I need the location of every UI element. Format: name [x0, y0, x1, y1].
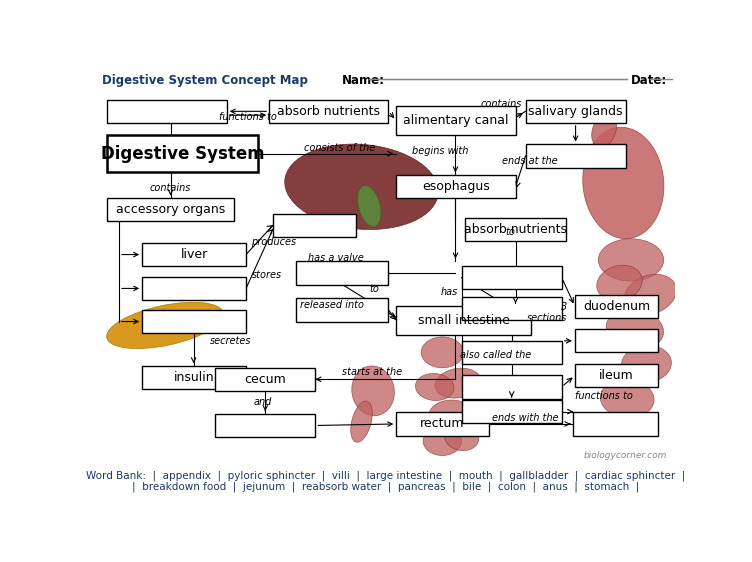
FancyBboxPatch shape	[462, 341, 562, 364]
Text: small intestine: small intestine	[417, 314, 510, 327]
FancyBboxPatch shape	[396, 106, 516, 135]
FancyBboxPatch shape	[575, 364, 658, 387]
Text: stores: stores	[251, 270, 281, 280]
FancyBboxPatch shape	[575, 294, 658, 318]
Text: alimentary canal: alimentary canal	[403, 114, 508, 127]
Text: has a valve: has a valve	[308, 253, 363, 264]
Text: cecum: cecum	[244, 373, 287, 386]
Ellipse shape	[350, 401, 372, 442]
FancyBboxPatch shape	[142, 366, 246, 389]
FancyBboxPatch shape	[396, 413, 489, 436]
FancyBboxPatch shape	[462, 375, 562, 398]
Text: and: and	[253, 397, 272, 407]
FancyBboxPatch shape	[108, 100, 227, 123]
Ellipse shape	[624, 274, 677, 315]
Text: accessory organs: accessory organs	[117, 203, 226, 216]
Text: ends with the: ends with the	[493, 413, 559, 423]
Ellipse shape	[600, 379, 654, 418]
FancyBboxPatch shape	[465, 217, 566, 241]
Ellipse shape	[621, 346, 672, 382]
Text: Name:: Name:	[342, 74, 385, 87]
Ellipse shape	[285, 144, 438, 229]
Text: rectum: rectum	[420, 418, 465, 430]
Text: 3
sections: 3 sections	[526, 301, 567, 323]
Text: insulin: insulin	[174, 371, 214, 384]
Text: Word Bank:  |  appendix  |  pyloric sphincter  |  villi  |  large intestine  |  : Word Bank: | appendix | pyloric sphincte…	[86, 471, 685, 482]
Text: absorb nutrients: absorb nutrients	[464, 223, 567, 235]
FancyBboxPatch shape	[462, 297, 562, 320]
Ellipse shape	[606, 309, 663, 350]
FancyBboxPatch shape	[142, 277, 246, 300]
Text: has: has	[441, 287, 458, 297]
Text: contains: contains	[481, 98, 523, 108]
FancyBboxPatch shape	[215, 414, 315, 437]
Ellipse shape	[435, 368, 481, 398]
Ellipse shape	[592, 114, 617, 147]
FancyBboxPatch shape	[296, 298, 389, 321]
FancyBboxPatch shape	[462, 400, 562, 423]
Text: salivary glands: salivary glands	[529, 105, 623, 118]
FancyBboxPatch shape	[108, 135, 258, 172]
Text: consists of the: consists of the	[304, 143, 375, 153]
Text: begins with: begins with	[411, 146, 468, 156]
Text: biologycorner.com: biologycorner.com	[584, 451, 667, 460]
Text: duodenum: duodenum	[583, 300, 650, 312]
Text: starts at the: starts at the	[342, 368, 402, 377]
Ellipse shape	[352, 366, 394, 416]
Text: to: to	[369, 284, 379, 294]
FancyBboxPatch shape	[396, 306, 531, 336]
Ellipse shape	[423, 426, 462, 456]
Text: liver: liver	[180, 248, 208, 261]
FancyBboxPatch shape	[296, 261, 389, 284]
Text: ileum: ileum	[599, 369, 634, 382]
Text: functions to: functions to	[575, 391, 632, 401]
Text: Digestive System: Digestive System	[101, 144, 264, 162]
FancyBboxPatch shape	[526, 100, 626, 123]
Text: Date:: Date:	[631, 74, 667, 87]
Ellipse shape	[583, 127, 664, 239]
Text: secretes: secretes	[210, 336, 251, 346]
Text: functions to: functions to	[219, 112, 277, 123]
Text: absorb nutrients: absorb nutrients	[277, 105, 381, 118]
Ellipse shape	[429, 400, 472, 428]
Text: to: to	[505, 227, 515, 237]
Ellipse shape	[107, 302, 223, 348]
Text: produces: produces	[251, 237, 296, 247]
FancyBboxPatch shape	[215, 368, 315, 391]
FancyBboxPatch shape	[396, 175, 516, 198]
FancyBboxPatch shape	[462, 266, 562, 289]
Text: |  breakdown food  |  jejunum  |  reabsorb water  |  pancreas  |  bile  |  colon: | breakdown food | jejunum | reabsorb wa…	[132, 482, 639, 492]
Ellipse shape	[444, 423, 479, 451]
FancyBboxPatch shape	[273, 214, 356, 237]
FancyBboxPatch shape	[269, 100, 389, 123]
Ellipse shape	[599, 239, 664, 281]
Ellipse shape	[597, 265, 642, 301]
Text: released into: released into	[300, 300, 364, 310]
Text: ends at the: ends at the	[502, 156, 557, 166]
Text: contains: contains	[150, 183, 191, 193]
FancyBboxPatch shape	[573, 413, 658, 436]
FancyBboxPatch shape	[142, 310, 246, 333]
Text: also called the: also called the	[460, 350, 532, 360]
Text: esophagus: esophagus	[422, 180, 490, 193]
Ellipse shape	[415, 374, 454, 401]
Text: Digestive System Concept Map: Digestive System Concept Map	[102, 74, 308, 87]
FancyBboxPatch shape	[575, 329, 658, 352]
FancyBboxPatch shape	[142, 243, 246, 266]
Ellipse shape	[421, 337, 463, 368]
Ellipse shape	[357, 185, 381, 226]
FancyBboxPatch shape	[526, 144, 626, 167]
FancyBboxPatch shape	[108, 198, 235, 221]
